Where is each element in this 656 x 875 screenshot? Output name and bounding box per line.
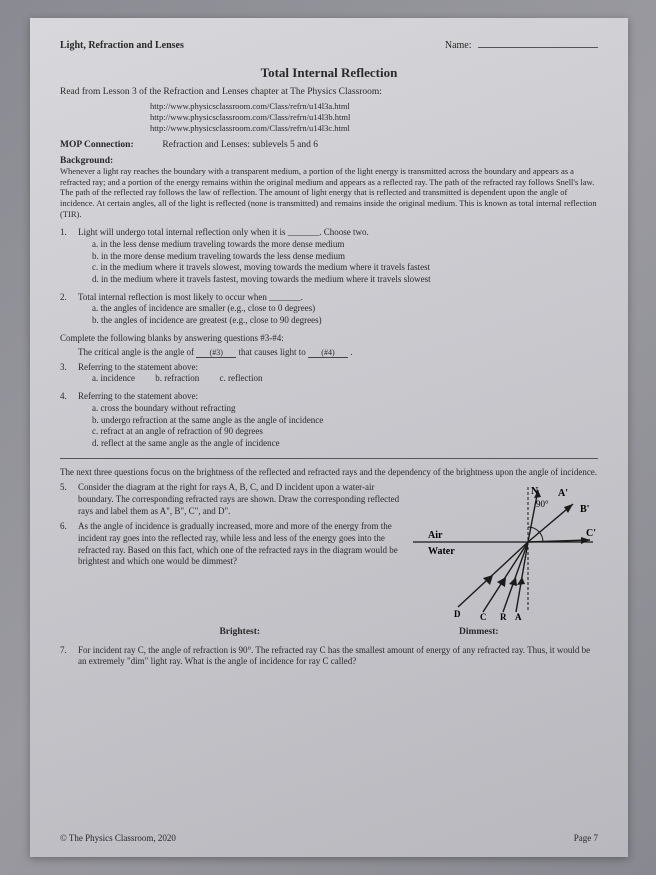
q3-a: a. incidence (92, 373, 135, 383)
q1-stem: Light will undergo total internal reflec… (78, 227, 369, 237)
q2-stem: Total internal reflection is most likely… (78, 292, 303, 302)
blank-4: (#4) (308, 348, 348, 358)
blank-3: (#3) (196, 348, 236, 358)
ray-diagram: N 90° A' B' C' Air Water D C R A (408, 482, 598, 622)
complete-intro: Complete the following blanks by answeri… (60, 333, 598, 343)
q3-c: c. reflection (219, 373, 262, 383)
brightest-label: Brightest: (219, 626, 260, 638)
arrow-ci (497, 577, 506, 587)
arrow-ri (509, 577, 517, 586)
q4-c: c. refract at an angle of refraction of … (78, 426, 598, 438)
label-n: N (531, 486, 539, 497)
question-6: 6. As the angle of incidence is graduall… (60, 521, 400, 568)
lower-section: The next three questions focus on the br… (60, 467, 598, 668)
q3-stem: Referring to the statement above: (78, 362, 198, 372)
question-3: 3. Referring to the statement above: a. … (60, 362, 598, 385)
page-footer: © The Physics Classroom, 2020 Page 7 (60, 833, 598, 843)
q5-text: Consider the diagram at the right for ra… (78, 482, 399, 515)
background-text: Whenever a light ray reaches the boundar… (60, 166, 598, 219)
q4-d: d. reflect at the same angle as the angl… (78, 438, 598, 450)
q4-number: 4. (60, 391, 67, 403)
url-3: http://www.physicsclassroom.com/Class/re… (150, 123, 598, 134)
name-field: Name: (445, 40, 598, 51)
worksheet-page: Light, Refraction and Lenses Name: Total… (30, 18, 628, 857)
q5-q6-wrap: 5. Consider the diagram at the right for… (60, 482, 598, 622)
read-from: Read from Lesson 3 of the Refraction and… (60, 87, 598, 97)
q4-a: a. cross the boundary without refracting (78, 403, 598, 415)
q7-text: For incident ray C, the angle of refract… (78, 645, 590, 667)
label-cl: C (480, 612, 487, 622)
label-rl: R (500, 612, 507, 622)
mop-label: MOP Connection: (60, 140, 160, 150)
label-al: A (515, 612, 522, 622)
label-d: D (454, 609, 461, 619)
separator (60, 458, 598, 459)
fill-pre: The critical angle is the angle of (78, 347, 196, 357)
arrow-ai (517, 577, 525, 585)
question-2: 2. Total internal reflection is most lik… (60, 292, 598, 327)
q1-opt-b: b. in the more dense medium traveling to… (78, 251, 598, 263)
url-1: http://www.physicsclassroom.com/Class/re… (150, 101, 598, 112)
q1-opt-d: d. in the medium where it travels fastes… (78, 274, 598, 286)
name-label: Name: (445, 40, 472, 51)
page-number: Page 7 (574, 833, 598, 843)
lower-intro: The next three questions focus on the br… (60, 467, 598, 479)
q6-text: As the angle of incidence is gradually i… (78, 521, 398, 566)
background-heading: Background: (60, 156, 598, 166)
question-7: 7. For incident ray C, the angle of refr… (60, 645, 598, 668)
header-left: Light, Refraction and Lenses (60, 40, 184, 51)
label-air: Air (428, 530, 443, 541)
arrow-di (483, 575, 493, 585)
fill-mid: that causes light to (238, 347, 308, 357)
q7-number: 7. (60, 645, 67, 657)
q4-stem: Referring to the statement above: (78, 391, 198, 401)
url-list: http://www.physicsclassroom.com/Class/re… (150, 101, 598, 134)
q1-opt-a: a. in the less dense medium traveling to… (78, 239, 598, 251)
label-water: Water (428, 546, 455, 557)
q6-number: 6. (60, 521, 67, 533)
page-header: Light, Refraction and Lenses Name: (60, 40, 598, 51)
question-4: 4. Referring to the statement above: a. … (60, 391, 598, 449)
mop-connection: MOP Connection: Refraction and Lenses: s… (60, 140, 598, 150)
label-c-prime: C' (586, 528, 596, 539)
name-blank-line (478, 47, 598, 48)
q5-number: 5. (60, 482, 67, 494)
ray-r-incident (503, 542, 528, 612)
mop-value: Refraction and Lenses: sublevels 5 and 6 (162, 140, 318, 150)
q5-q6-text: 5. Consider the diagram at the right for… (60, 482, 400, 622)
q3-opts: a. incidence b. refraction c. reflection (78, 373, 598, 385)
q2-number: 2. (60, 292, 67, 304)
question-5: 5. Consider the diagram at the right for… (60, 482, 400, 517)
fill-line: The critical angle is the angle of (#3) … (60, 347, 598, 358)
q2-opt-b: b. the angles of incidence are greatest … (78, 315, 598, 327)
label-b-prime: B' (580, 504, 590, 515)
q3-b: b. refraction (155, 373, 199, 383)
q1-number: 1. (60, 227, 67, 239)
fill-end: . (350, 347, 352, 357)
question-1: 1. Light will undergo total internal ref… (60, 227, 598, 285)
q2-opt-a: a. the angles of incidence are smaller (… (78, 303, 598, 315)
diagram-svg: N 90° A' B' C' Air Water D C R A (408, 482, 598, 622)
q4-b: b. undergo refraction at the same angle … (78, 415, 598, 427)
dimmest-label: Dimmest: (459, 626, 499, 638)
url-2: http://www.physicsclassroom.com/Class/re… (150, 112, 598, 123)
label-angle: 90° (536, 499, 549, 509)
q3-number: 3. (60, 362, 67, 374)
arrow-b (564, 504, 573, 513)
brightest-dimmest: Brightest: Dimmest: (120, 626, 598, 638)
copyright: © The Physics Classroom, 2020 (60, 833, 176, 843)
label-a-prime: A' (558, 488, 568, 499)
read-from-text: Read from Lesson 3 of the Refraction and… (60, 87, 382, 97)
worksheet-title: Total Internal Reflection (60, 65, 598, 81)
q1-opt-c: c. in the medium where it travels slowes… (78, 262, 598, 274)
